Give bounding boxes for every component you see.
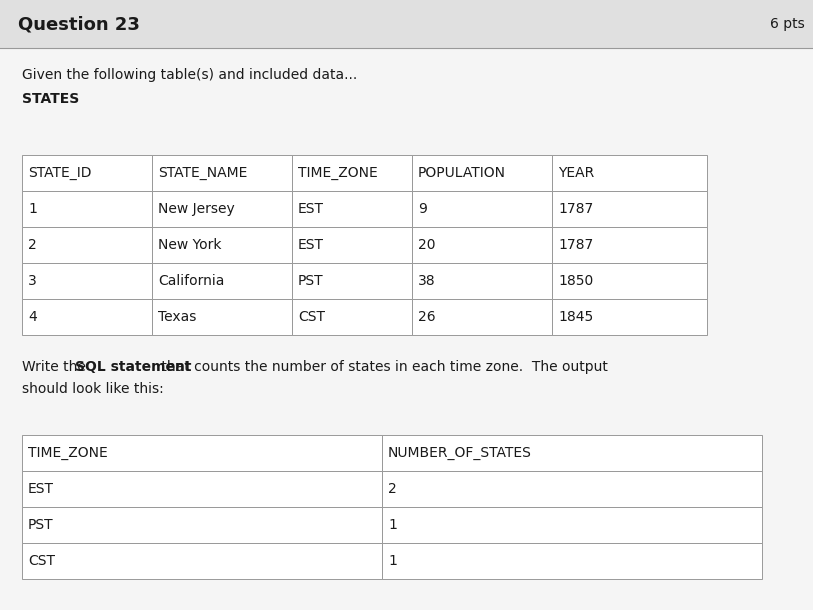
- Text: 1850: 1850: [558, 274, 593, 288]
- Text: 1845: 1845: [558, 310, 593, 324]
- Bar: [152, 191, 292, 227]
- Text: 2: 2: [388, 482, 397, 496]
- Bar: [22, 263, 152, 299]
- Bar: [22, 435, 382, 471]
- Bar: [22, 191, 152, 227]
- Text: that counts the number of states in each time zone.  The output: that counts the number of states in each…: [157, 360, 608, 374]
- Bar: [22, 155, 152, 191]
- Bar: [382, 543, 762, 579]
- Bar: [292, 191, 412, 227]
- Bar: [292, 263, 412, 299]
- Bar: [22, 227, 152, 263]
- Bar: [412, 299, 552, 335]
- Text: 1787: 1787: [558, 202, 593, 216]
- Bar: [412, 191, 552, 227]
- Text: New York: New York: [158, 238, 221, 252]
- Bar: [382, 435, 762, 471]
- Text: Question 23: Question 23: [18, 15, 140, 33]
- Text: 1: 1: [28, 202, 37, 216]
- Bar: [152, 263, 292, 299]
- Bar: [152, 299, 292, 335]
- Bar: [412, 155, 552, 191]
- Text: New Jersey: New Jersey: [158, 202, 235, 216]
- Text: POPULATION: POPULATION: [418, 166, 506, 180]
- Bar: [412, 227, 552, 263]
- Bar: [412, 263, 552, 299]
- Text: 38: 38: [418, 274, 436, 288]
- Text: Write the: Write the: [22, 360, 90, 374]
- Text: 1: 1: [388, 518, 397, 532]
- Bar: [552, 155, 707, 191]
- Bar: [292, 155, 412, 191]
- Text: 3: 3: [28, 274, 37, 288]
- Text: STATES: STATES: [22, 92, 79, 106]
- Text: CST: CST: [28, 554, 55, 568]
- Bar: [552, 263, 707, 299]
- Text: PST: PST: [28, 518, 54, 532]
- Text: TIME_ZONE: TIME_ZONE: [28, 446, 108, 460]
- Text: EST: EST: [298, 238, 324, 252]
- Bar: [22, 299, 152, 335]
- Bar: [552, 227, 707, 263]
- Bar: [22, 543, 382, 579]
- Text: California: California: [158, 274, 224, 288]
- Text: EST: EST: [298, 202, 324, 216]
- Text: STATE_ID: STATE_ID: [28, 166, 92, 180]
- Text: should look like this:: should look like this:: [22, 382, 163, 396]
- Text: Texas: Texas: [158, 310, 197, 324]
- Text: Given the following table(s) and included data...: Given the following table(s) and include…: [22, 68, 357, 82]
- Text: STATE_NAME: STATE_NAME: [158, 166, 247, 180]
- Text: 9: 9: [418, 202, 427, 216]
- Text: 1: 1: [388, 554, 397, 568]
- Text: 20: 20: [418, 238, 436, 252]
- Bar: [152, 227, 292, 263]
- Bar: [382, 471, 762, 507]
- Text: 26: 26: [418, 310, 436, 324]
- Text: YEAR: YEAR: [558, 166, 594, 180]
- Text: PST: PST: [298, 274, 324, 288]
- Text: NUMBER_OF_STATES: NUMBER_OF_STATES: [388, 446, 532, 460]
- Text: TIME_ZONE: TIME_ZONE: [298, 166, 378, 180]
- Bar: [22, 471, 382, 507]
- Bar: [292, 299, 412, 335]
- Bar: [152, 155, 292, 191]
- Bar: [22, 507, 382, 543]
- Text: SQL statement: SQL statement: [75, 360, 192, 374]
- Text: EST: EST: [28, 482, 54, 496]
- Bar: [0, 0, 813, 48]
- Bar: [292, 227, 412, 263]
- Text: 1787: 1787: [558, 238, 593, 252]
- Text: 4: 4: [28, 310, 37, 324]
- Bar: [382, 507, 762, 543]
- Text: 2: 2: [28, 238, 37, 252]
- Text: 6 pts: 6 pts: [770, 17, 805, 31]
- Bar: [552, 299, 707, 335]
- Bar: [552, 191, 707, 227]
- Text: CST: CST: [298, 310, 325, 324]
